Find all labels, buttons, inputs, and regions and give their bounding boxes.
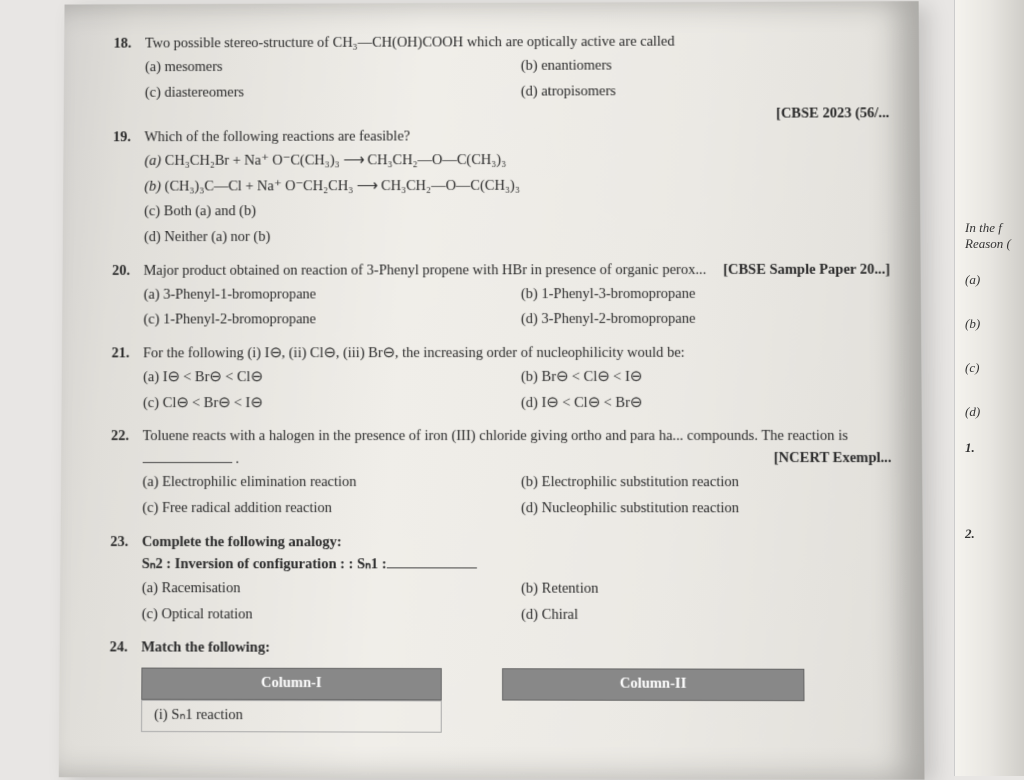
q22-source-tag: [NCERT Exempl...: [774, 448, 892, 470]
q19-opt-b: (b) (CH₃)₃C—Cl + Na⁺ O⁻CH₂CH₃ ⟶ CH₃CH₂—O…: [144, 172, 900, 199]
q20-number: 20.: [112, 261, 140, 283]
margin-text: Reason (: [965, 236, 1019, 252]
q21-opt-a: (a) I⊖ < Br⊖ < Cl⊖: [143, 365, 521, 391]
q19-text: Which of the following reactions are fea…: [144, 125, 899, 149]
q23-opt-c: (c) Optical rotation: [142, 602, 521, 628]
q19-number: 19.: [113, 127, 141, 149]
q18-text: Two possible stereo-structure of CH₃—CH(…: [145, 31, 899, 55]
q21-opt-d: (d) I⊖ < Cl⊖ < Br⊖: [521, 390, 902, 416]
q22-opt-c: (c) Free radical addition reaction: [142, 496, 521, 522]
fill-blank-2: [387, 554, 477, 569]
q20-opt-b: (b) 1-Phenyl-3-bromopropane: [521, 281, 901, 307]
margin-text: 1.: [965, 440, 1019, 456]
q18-opt-c: (c) diastereomers: [145, 79, 521, 106]
q23-text: Complete the following analogy: Sₙ2 : In…: [142, 532, 903, 577]
q19-opt-a: (a) CH₃CH₂Br + Na⁺ O⁻C(CH₃)₃ ⟶ CH₃CH₂—O—…: [144, 147, 899, 174]
margin-text: (c): [965, 360, 1019, 376]
q22-number: 22.: [111, 426, 139, 448]
q18-opt-a: (a) mesomers: [145, 54, 521, 81]
q22-opt-d: (d) Nucleophilic substitution reaction: [521, 496, 902, 522]
q20-opt-d: (d) 3-Phenyl-2-bromopropane: [521, 307, 901, 333]
q20-text: Major product obtained on reaction of 3-…: [143, 259, 900, 282]
q22-opt-a: (a) Electrophilic elimination reaction: [142, 470, 521, 496]
margin-text: 2.: [965, 526, 1019, 542]
q20-opt-c: (c) 1-Phenyl-2-bromopropane: [143, 307, 521, 333]
q23-analogy-line: Sₙ2 : Inversion of configuration : : Sₙ1…: [142, 556, 477, 572]
textbook-page: 18. Two possible stereo-structure of CH₃…: [59, 1, 925, 779]
q23-number: 23.: [110, 532, 138, 554]
q18-number: 18.: [114, 34, 142, 56]
margin-text: (a): [965, 272, 1019, 288]
question-19: 19. Which of the following reactions are…: [112, 125, 900, 251]
q19-opt-c: (c) Both (a) and (b): [144, 198, 900, 225]
q18-source-tag: [CBSE 2023 (56/...: [776, 104, 889, 126]
match-table-header: Column-I Column-II: [141, 668, 903, 702]
question-21: 21. For the following (i) I⊖, (ii) Cl⊖, …: [111, 343, 901, 417]
q20-opt-a: (a) 3-Phenyl-1-bromopropane: [144, 282, 521, 308]
q18-opt-b: (b) enantiomers: [521, 52, 899, 79]
q19-opt-d: (d) Neither (a) nor (b): [144, 224, 900, 251]
table-row-1-left: (i) Sₙ1 reaction: [141, 700, 442, 733]
margin-text: In the f: [965, 220, 1019, 236]
q24-number: 24.: [110, 638, 138, 660]
q23-opt-a: (a) Racemisation: [142, 576, 521, 602]
q21-opt-c: (c) Cl⊖ < Br⊖ < I⊖: [143, 390, 521, 416]
q22-opt-b: (b) Electrophilic substitution reaction: [521, 470, 902, 496]
margin-text: (d): [965, 404, 1019, 420]
q23-opt-b: (b) Retention: [521, 576, 903, 602]
q18-opt-d: (d) atropisomers: [521, 78, 900, 105]
question-24: 24. Match the following: Column-I Column…: [109, 638, 904, 734]
q21-opt-b: (b) Br⊖ < Cl⊖ < I⊖: [521, 364, 901, 390]
q23-opt-d: (d) Chiral: [521, 602, 903, 629]
q20-source-tag: [CBSE Sample Paper 20...]: [723, 259, 890, 281]
table-row: (i) Sₙ1 reaction: [141, 700, 904, 734]
question-23: 23. Complete the following analogy: Sₙ2 …: [110, 532, 903, 629]
question-20: 20. Major product obtained on reaction o…: [112, 259, 901, 333]
question-18: 18. Two possible stereo-structure of CH₃…: [113, 31, 899, 106]
column-2-header: Column-II: [502, 668, 804, 701]
question-22: 22. Toluene reacts with a halogen in the…: [110, 426, 902, 522]
q21-text: For the following (i) I⊖, (ii) Cl⊖, (iii…: [143, 343, 901, 365]
facing-page-margin: In the f Reason ( (a) (b) (c) (d) 1. 2.: [954, 0, 1024, 776]
q21-number: 21.: [111, 343, 139, 365]
q22-text: Toluene reacts with a halogen in the pre…: [142, 426, 901, 470]
margin-text: (b): [965, 316, 1019, 332]
column-1-header: Column-I: [141, 668, 442, 701]
q24-text: Match the following:: [141, 638, 903, 661]
fill-blank: [142, 448, 232, 462]
